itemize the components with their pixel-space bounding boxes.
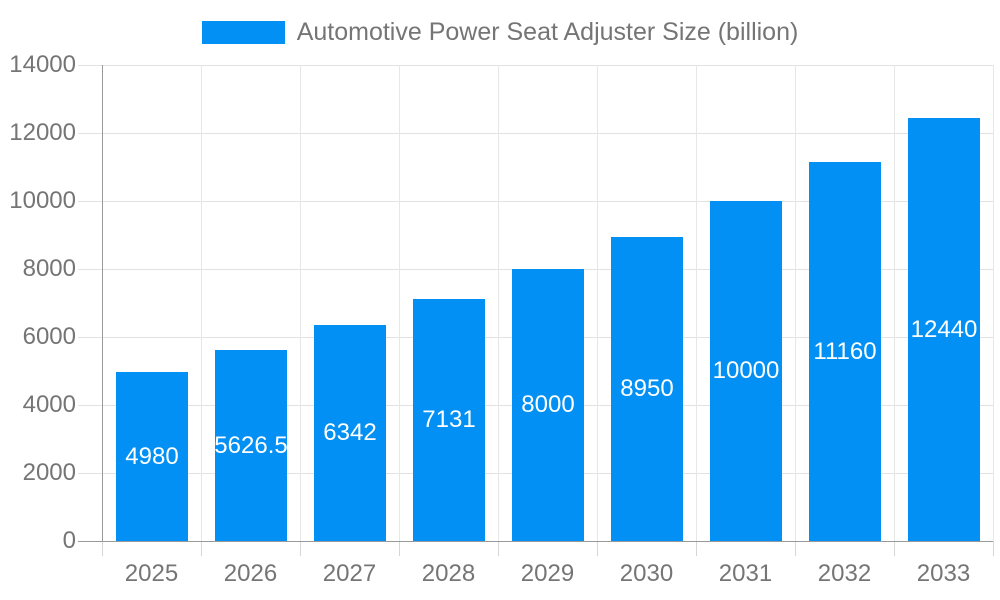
x-tick-label: 2032: [817, 560, 872, 587]
x-axis-tick: [696, 541, 697, 556]
y-tick-label: 4000: [22, 391, 76, 418]
x-gridline: [597, 65, 598, 541]
bar-2026[interactable]: 5626.5: [214, 350, 288, 541]
bar-value-label: 4980: [125, 442, 179, 470]
x-axis-tick: [795, 541, 796, 556]
bar-value-label: 8950: [620, 375, 674, 402]
bar-2030[interactable]: 8950: [611, 237, 683, 541]
x-tick-label: 2029: [520, 560, 575, 587]
x-axis-tick: [300, 541, 301, 556]
bar-2031[interactable]: 10000: [710, 201, 782, 541]
x-tick-label: 2031: [718, 560, 773, 587]
y-tick-label: 6000: [22, 323, 76, 350]
x-gridline: [894, 65, 895, 541]
bar-value-label: 6342: [323, 419, 377, 446]
bar-value-label: 11160: [813, 337, 877, 365]
x-tick-label: 2026: [223, 560, 278, 587]
legend: Automotive Power Seat Adjuster Size (bil…: [0, 12, 1000, 52]
bar-value-label: 12440: [910, 315, 978, 343]
y-gridline: [78, 133, 993, 134]
bar-value-label: 5626.5: [214, 431, 288, 459]
x-tick-label: 2027: [322, 560, 377, 587]
y-gridline: [78, 65, 993, 66]
x-axis-tick: [498, 541, 499, 556]
y-tick-label: 0: [62, 527, 76, 554]
x-gridline: [498, 65, 499, 541]
x-tick-label: 2028: [421, 560, 476, 587]
legend-label: Automotive Power Seat Adjuster Size (bil…: [296, 17, 799, 46]
bar-value-label: 7131: [422, 406, 476, 433]
bar-2029[interactable]: 8000: [512, 269, 584, 541]
x-axis-tick: [894, 541, 895, 556]
x-axis-line: [78, 541, 993, 542]
x-gridline: [993, 65, 994, 541]
y-axis-line: [102, 65, 103, 541]
legend-item[interactable]: Automotive Power Seat Adjuster Size (bil…: [201, 17, 799, 47]
y-tick-label: 14000: [9, 51, 76, 78]
y-tick-label: 8000: [22, 255, 76, 282]
y-tick-label: 12000: [9, 119, 76, 146]
x-tick-label: 2030: [619, 560, 674, 587]
bar-2027[interactable]: 6342: [314, 325, 386, 541]
x-axis-tick: [201, 541, 202, 556]
y-tick-label: 2000: [22, 459, 76, 486]
x-axis-tick: [597, 541, 598, 556]
x-axis-tick: [993, 541, 994, 556]
x-tick-label: 2033: [916, 560, 971, 587]
x-gridline: [399, 65, 400, 541]
x-gridline: [696, 65, 697, 541]
x-gridline: [300, 65, 301, 541]
bar-value-label: 8000: [521, 391, 575, 418]
y-gridline: [78, 201, 993, 202]
bar-2032[interactable]: 11160: [809, 162, 881, 541]
x-tick-label: 2025: [124, 560, 179, 587]
x-gridline: [795, 65, 796, 541]
bar-2028[interactable]: 7131: [413, 299, 485, 541]
x-gridline: [201, 65, 202, 541]
x-axis-tick: [399, 541, 400, 556]
x-axis-tick: [102, 541, 103, 556]
bar-value-label: 10000: [712, 357, 780, 384]
bar-2033[interactable]: 12440: [908, 118, 980, 541]
bar-2025[interactable]: 4980: [116, 372, 188, 541]
legend-swatch: [201, 20, 285, 44]
y-tick-label: 10000: [9, 187, 76, 214]
